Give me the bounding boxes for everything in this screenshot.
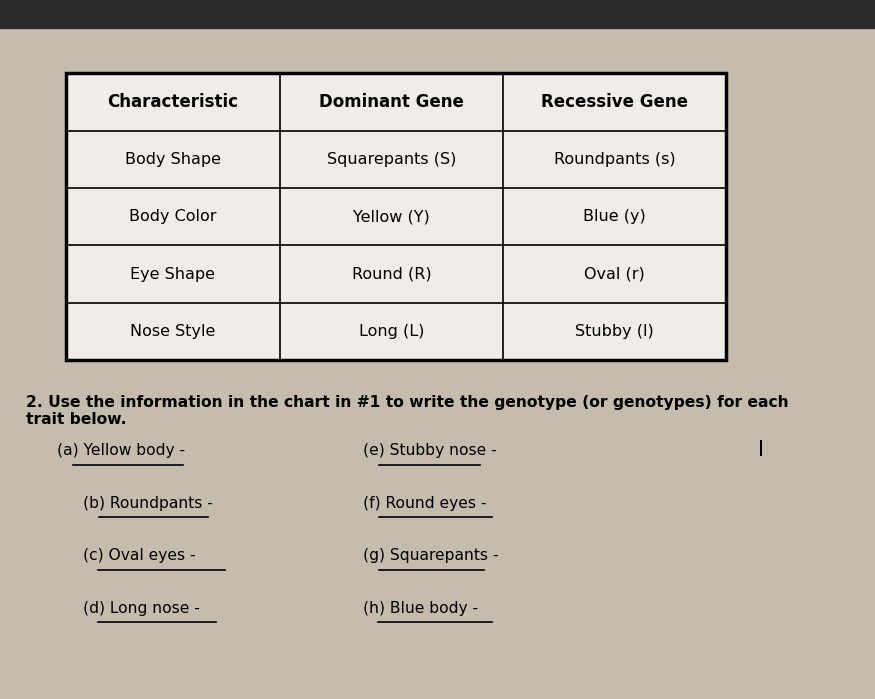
Text: 2. Use the information in the chart in #1 to write the genotype (or genotypes) f: 2. Use the information in the chart in #…	[26, 395, 789, 427]
Text: Body Color: Body Color	[130, 209, 217, 224]
Text: Round (R): Round (R)	[352, 266, 431, 282]
Text: (b) Roundpants -: (b) Roundpants -	[83, 496, 213, 511]
Text: (d) Long nose -: (d) Long nose -	[83, 600, 200, 616]
Text: Characteristic: Characteristic	[108, 93, 238, 111]
Text: Blue (y): Blue (y)	[584, 209, 646, 224]
Text: Yellow (Y): Yellow (Y)	[354, 209, 430, 224]
Text: Body Shape: Body Shape	[125, 152, 220, 167]
Text: Long (L): Long (L)	[359, 324, 424, 339]
Text: Eye Shape: Eye Shape	[130, 266, 215, 282]
Text: Oval (r): Oval (r)	[584, 266, 645, 282]
Text: (e) Stubby nose -: (e) Stubby nose -	[363, 443, 497, 459]
Bar	[0, 0, 875, 28]
Text: Nose Style: Nose Style	[130, 324, 215, 339]
Text: (f) Round eyes -: (f) Round eyes -	[363, 496, 487, 511]
Text: (c) Oval eyes -: (c) Oval eyes -	[83, 548, 196, 563]
Text: Dominant Gene: Dominant Gene	[319, 93, 464, 111]
Text: (a) Yellow body -: (a) Yellow body -	[57, 443, 185, 459]
Bar	[66, 73, 726, 360]
Text: (h) Blue body -: (h) Blue body -	[363, 600, 479, 616]
Text: (g) Squarepants -: (g) Squarepants -	[363, 548, 499, 563]
Text: Stubby (l): Stubby (l)	[576, 324, 654, 339]
Text: Recessive Gene: Recessive Gene	[541, 93, 688, 111]
Text: Roundpants (s): Roundpants (s)	[554, 152, 676, 167]
Text: I: I	[759, 440, 764, 460]
Text: Squarepants (S): Squarepants (S)	[327, 152, 456, 167]
